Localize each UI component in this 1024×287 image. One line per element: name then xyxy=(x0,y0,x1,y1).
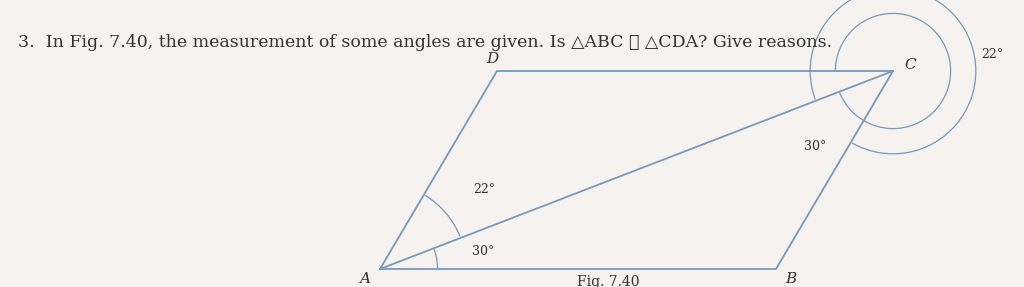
Text: A: A xyxy=(359,272,371,286)
Text: 30°: 30° xyxy=(804,140,826,153)
Text: 30°: 30° xyxy=(472,245,495,258)
Text: 3.  In Fig. 7.40, the measurement of some angles are given. Is △ABC ≅ △CDA? Give: 3. In Fig. 7.40, the measurement of some… xyxy=(18,34,833,51)
Text: C: C xyxy=(904,58,915,72)
Text: 22°: 22° xyxy=(473,183,496,196)
Text: B: B xyxy=(785,272,797,286)
Text: D: D xyxy=(485,52,498,66)
Text: 22°: 22° xyxy=(981,48,1004,61)
Text: Fig. 7.40: Fig. 7.40 xyxy=(577,275,639,287)
